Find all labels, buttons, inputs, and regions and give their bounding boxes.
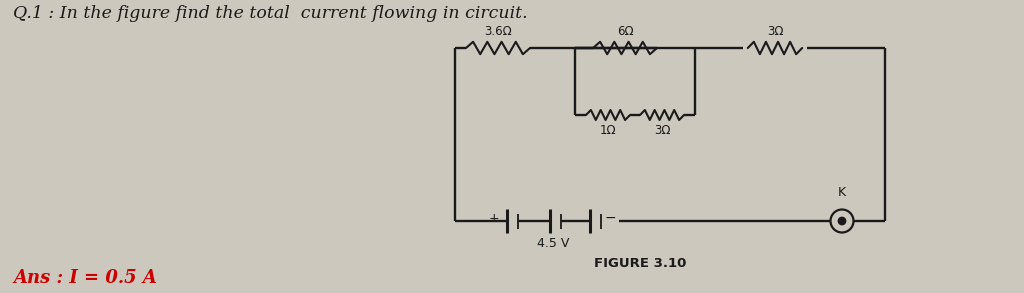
Text: 4.5 V: 4.5 V — [538, 237, 569, 250]
Text: 1Ω: 1Ω — [600, 124, 616, 137]
Circle shape — [839, 217, 846, 225]
Text: 3.6Ω: 3.6Ω — [484, 25, 512, 38]
Text: 3Ω: 3Ω — [653, 124, 671, 137]
Text: −: − — [605, 211, 616, 225]
Text: 6Ω: 6Ω — [616, 25, 633, 38]
Text: 3Ω: 3Ω — [767, 25, 783, 38]
Text: +: + — [488, 212, 499, 224]
Text: Ans : I = 0.5 A: Ans : I = 0.5 A — [13, 269, 157, 287]
Text: K: K — [838, 187, 846, 200]
Text: Q.1 : In the figure find the total  current flowing in circuit.: Q.1 : In the figure find the total curre… — [13, 5, 527, 22]
Text: FIGURE 3.10: FIGURE 3.10 — [594, 257, 686, 270]
